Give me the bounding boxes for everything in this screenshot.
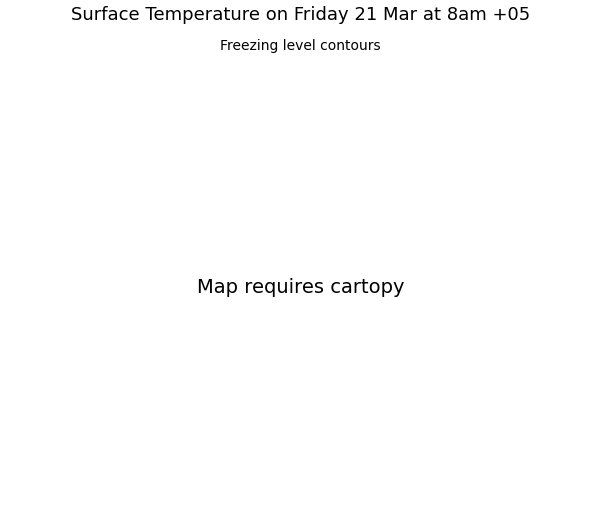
Text: Freezing level contours: Freezing level contours <box>220 39 381 53</box>
Text: Map requires cartopy: Map requires cartopy <box>197 279 404 297</box>
Text: Surface Temperature on Friday 21 Mar at 8am +05: Surface Temperature on Friday 21 Mar at … <box>71 6 530 25</box>
